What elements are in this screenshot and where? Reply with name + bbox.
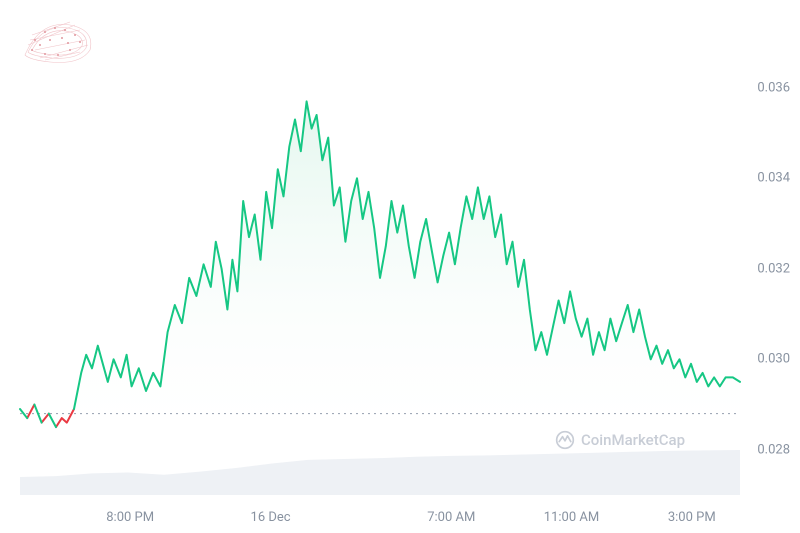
- y-tick-label: 0.034: [757, 171, 790, 186]
- x-tick-label: 3:00 PM: [668, 510, 716, 525]
- logo-blob: [20, 10, 110, 70]
- price-chart: 0.028 0.030 0.032 0.034 0.036 8:00 PM 16 Dec 7…: [0, 0, 800, 533]
- coinmarketcap-icon: [555, 430, 575, 450]
- price-area-fill: [20, 101, 740, 427]
- x-tick-label: 8:00 PM: [106, 510, 154, 525]
- x-tick-label: 7:00 AM: [427, 510, 475, 525]
- y-tick-label: 0.028: [757, 442, 790, 457]
- y-tick-label: 0.036: [757, 80, 790, 95]
- volume-area: [20, 450, 740, 495]
- x-tick-label: 16 Dec: [251, 510, 291, 525]
- chart-svg: [0, 0, 800, 533]
- y-tick-label: 0.032: [757, 261, 790, 276]
- watermark: CoinMarketCap: [555, 430, 685, 450]
- watermark-text: CoinMarketCap: [581, 431, 685, 449]
- x-tick-label: 11:00 AM: [544, 510, 599, 525]
- y-tick-label: 0.030: [757, 352, 790, 367]
